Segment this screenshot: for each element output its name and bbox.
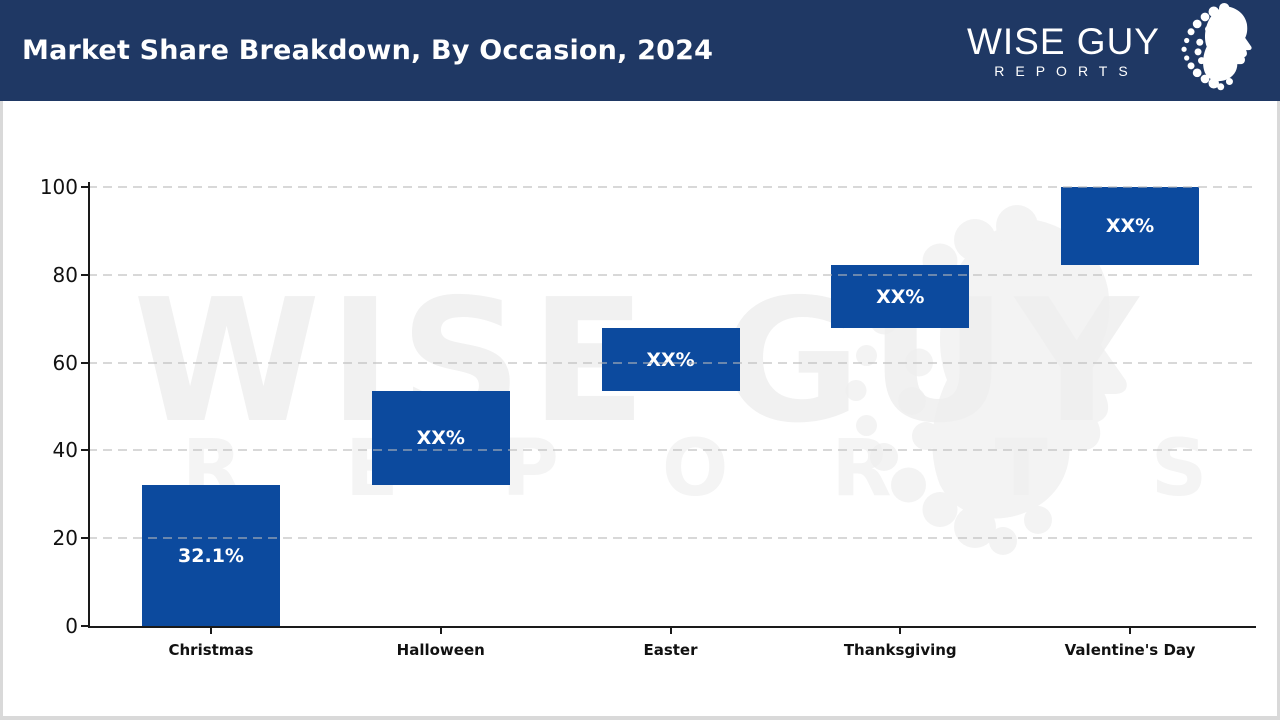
- gridline-80: [88, 273, 1256, 276]
- bar-easter: XX%: [601, 327, 740, 392]
- y-tick: [81, 273, 88, 276]
- y-tick-label: 80: [52, 262, 78, 287]
- dotted-head-icon: [1181, 2, 1252, 90]
- y-tick-label: 0: [65, 614, 78, 638]
- y-tick-label: 100: [39, 175, 78, 199]
- x-tick: [439, 627, 442, 634]
- y-tick: [81, 186, 88, 188]
- gridline-100: [88, 186, 1256, 188]
- bar-value-label: XX%: [416, 427, 465, 450]
- card-border-right: [1277, 101, 1280, 720]
- x-category-label: Christmas: [168, 641, 254, 659]
- bar-valentine-s-day: XX%: [1061, 187, 1199, 266]
- x-category-label: Valentine's Day: [1064, 641, 1196, 659]
- y-tick: [81, 449, 88, 452]
- logo-subtitle: REPORTS: [994, 63, 1139, 79]
- bar-value-label: XX%: [876, 285, 925, 308]
- card-border-left: [0, 101, 3, 720]
- x-tick: [899, 627, 902, 634]
- card-border-bottom: [0, 716, 1280, 720]
- x-axis: [88, 626, 1256, 628]
- x-tick: [1129, 627, 1131, 634]
- y-tick: [81, 625, 88, 627]
- gridline-20: [88, 537, 1256, 540]
- x-category-label: Thanksgiving: [843, 641, 957, 659]
- gridline-60: [88, 361, 1256, 364]
- gridline-40: [88, 449, 1256, 452]
- bar-christmas: 32.1%: [142, 485, 280, 626]
- logo-wordmark: WISE GUY: [966, 21, 1160, 62]
- x-category-label: Halloween: [396, 641, 485, 659]
- y-axis: [88, 182, 90, 628]
- x-tick: [669, 627, 672, 634]
- y-tick-label: 60: [52, 350, 78, 375]
- x-category-label: Easter: [643, 641, 698, 659]
- y-tick: [81, 537, 88, 540]
- bar-value-label: XX%: [1105, 215, 1155, 238]
- x-tick: [210, 627, 212, 634]
- bar-halloween: XX%: [371, 391, 510, 486]
- y-tick-label: 20: [52, 526, 78, 551]
- bar-value-label: 32.1%: [178, 544, 244, 567]
- page-title: Market Share Breakdown, By Occasion, 202…: [22, 35, 714, 66]
- header-bar: Market Share Breakdown, By Occasion, 202…: [0, 0, 1280, 101]
- y-tick-label: 40: [52, 438, 78, 463]
- y-tick: [81, 361, 88, 364]
- watermark-head-icon: [845, 205, 1127, 555]
- bar-value-label: XX%: [646, 348, 695, 371]
- wise-guy-reports-logo: WISE GUY REPORTS: [967, 2, 1258, 99]
- logo-text: WISE GUY REPORTS: [967, 23, 1160, 78]
